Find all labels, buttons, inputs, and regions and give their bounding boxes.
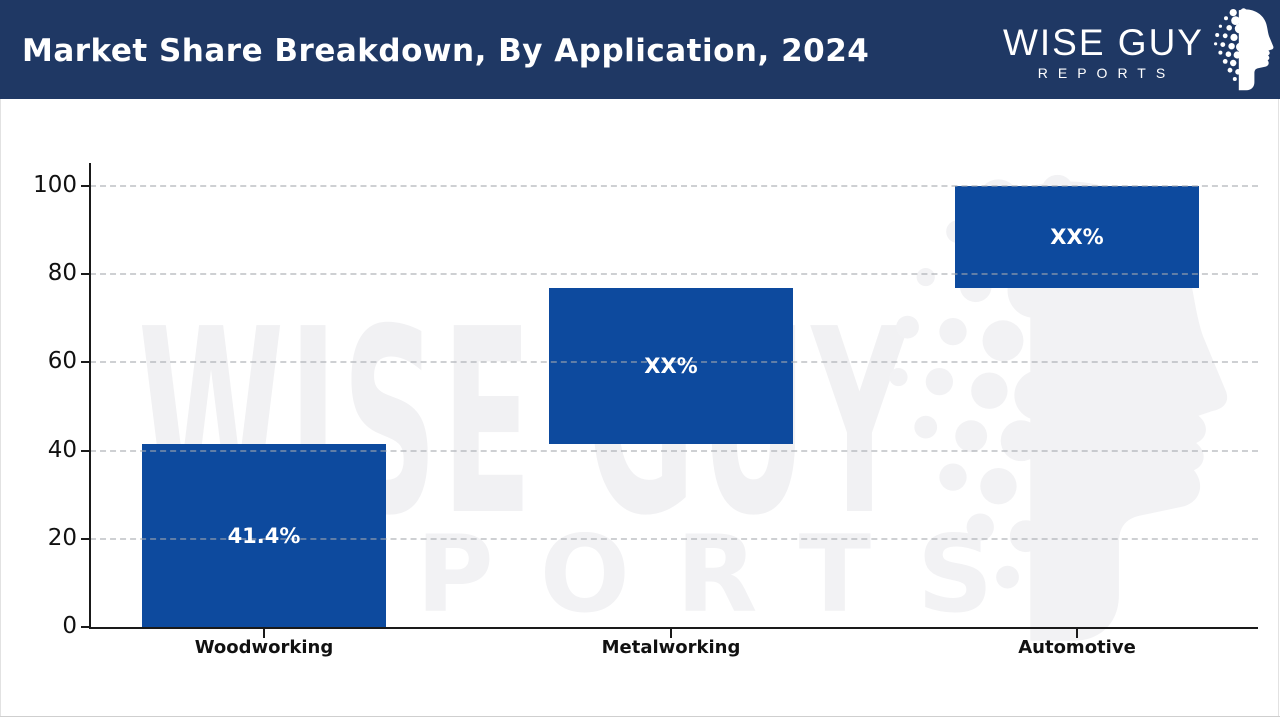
wise-guy-head-icon [1194,7,1274,95]
bottom-border-line [0,716,1280,717]
y-tick-label-100: 100 [33,172,77,198]
category-label-automotive: Automotive [1018,637,1136,658]
page-title: Market Share Breakdown, By Application, … [22,33,870,69]
category-label-woodworking: Woodworking [194,637,334,658]
bar-value-label: 41.4% [227,523,301,548]
y-tick-0 [81,626,89,628]
x-tick-1 [670,629,672,638]
y-tick-label-60: 60 [47,348,77,375]
gridline-80 [90,273,1258,276]
bar-woodworking [142,444,386,627]
brand-logo-text: WISE GUY REPORTS [1003,22,1204,81]
x-axis-line [89,627,1258,629]
gridline-40 [90,449,1258,452]
y-tick-20 [81,537,89,540]
brand-logo: WISE GUY REPORTS [1003,7,1274,95]
header-bar: Market Share Breakdown, By Application, … [0,0,1280,99]
y-tick-label-20: 20 [47,524,77,551]
brand-name: WISE GUY [1002,21,1204,63]
left-border-line [0,99,1,717]
y-tick-60 [81,361,89,364]
y-tick-label-80: 80 [47,260,77,287]
brand-subtitle: REPORTS [1037,64,1176,81]
category-label-metalworking: Metalworking [601,637,741,658]
y-tick-40 [81,449,89,452]
y-axis-line [89,163,91,629]
y-tick-80 [81,273,89,276]
y-tick-label-40: 40 [47,436,77,463]
gridline-60 [90,361,1258,364]
right-border-line [1278,99,1279,717]
bar-value-label: XX% [1050,224,1104,249]
gridline-20 [90,537,1258,540]
bar-metalworking [549,287,793,445]
bar-value-label: XX% [644,354,698,379]
x-tick-0 [263,629,265,638]
y-tick-100 [81,185,89,187]
gridline-100 [90,185,1258,187]
y-tick-label-0: 0 [62,613,77,639]
